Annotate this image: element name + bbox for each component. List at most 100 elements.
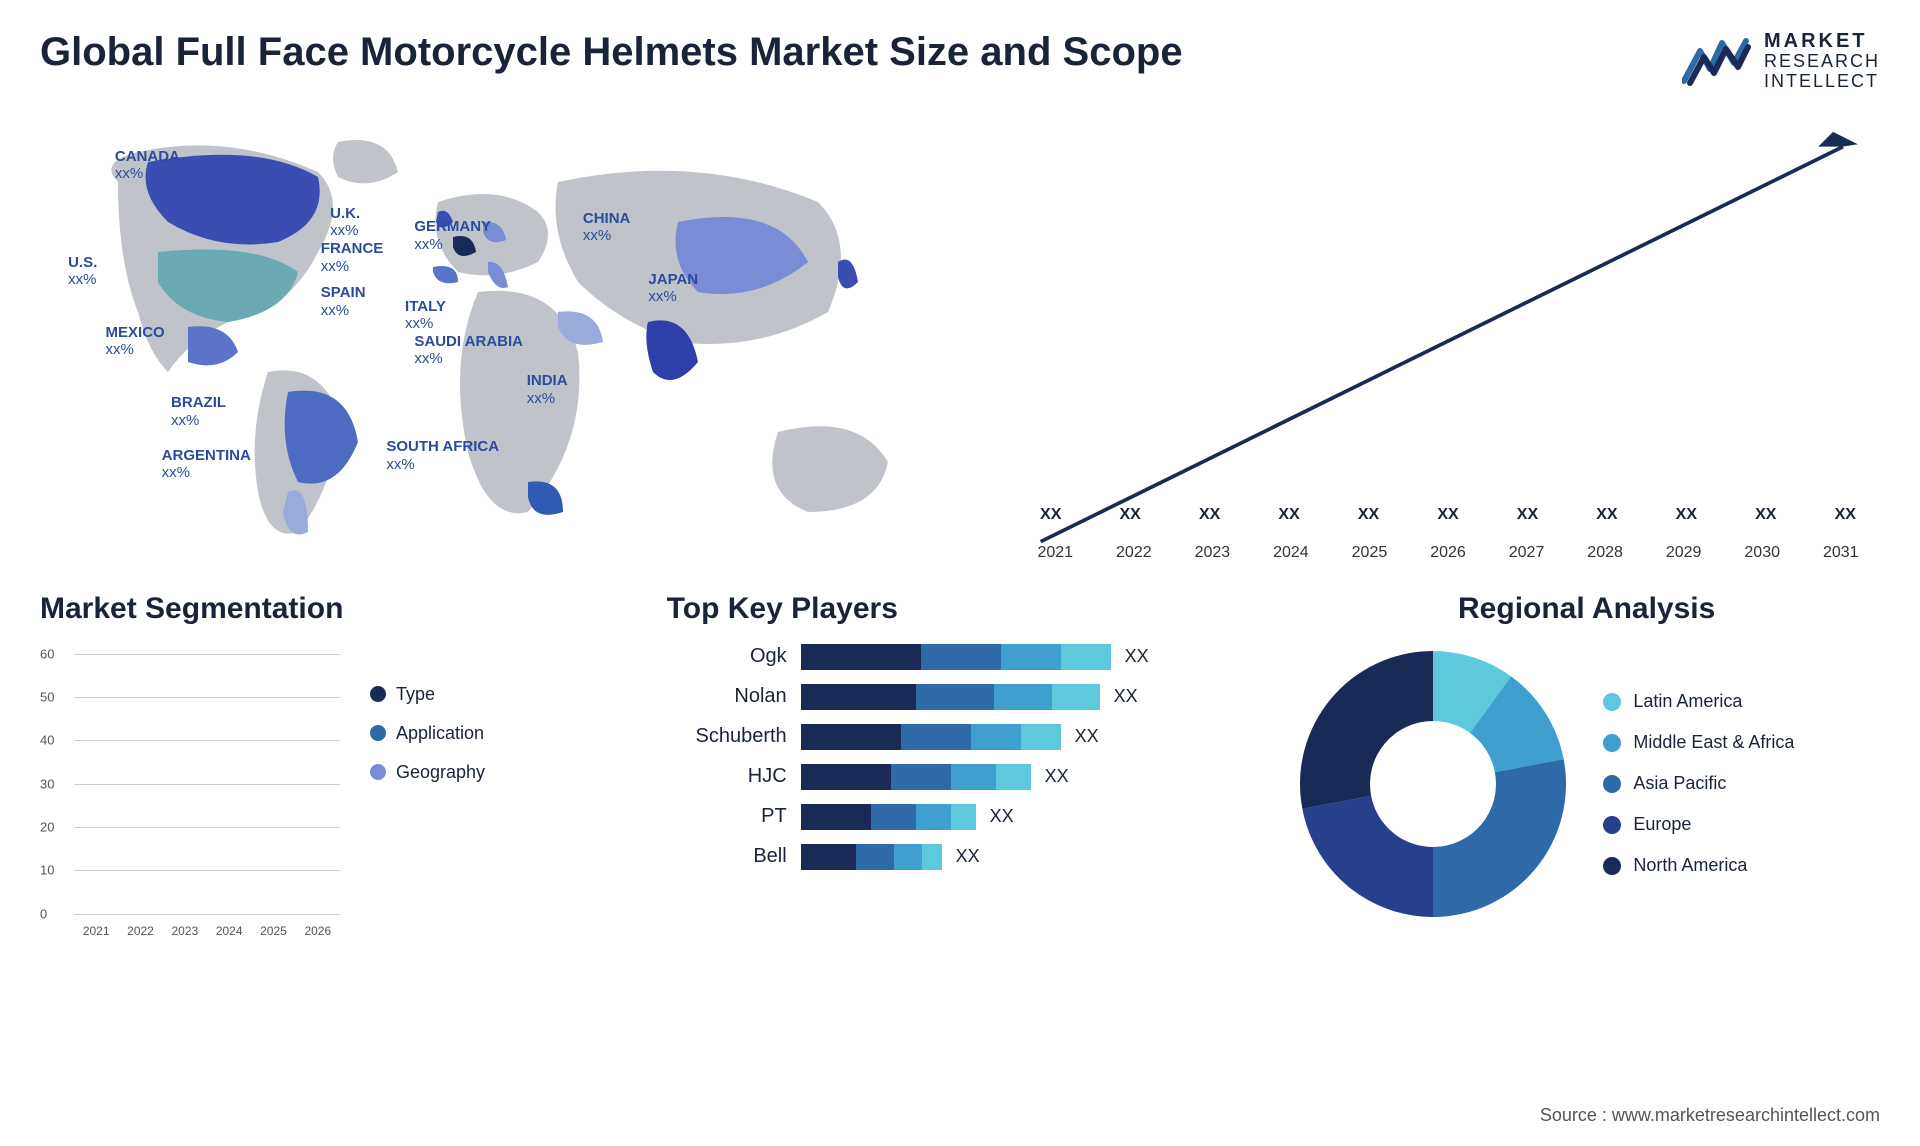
key-player-name: Ogk — [667, 645, 787, 668]
key-player-bar — [801, 764, 1031, 790]
map-label: BRAZILxx% — [171, 394, 226, 429]
growth-bar: XX — [1572, 506, 1641, 530]
seg-legend-item: Geography — [370, 762, 485, 783]
region-legend-item: Asia Pacific — [1603, 773, 1794, 794]
map-label: GERMANYxx% — [414, 218, 491, 253]
page-title: Global Full Face Motorcycle Helmets Mark… — [40, 30, 1183, 75]
growth-bar-label: XX — [1040, 506, 1061, 524]
key-players-chart: Ogk XX Nolan XX Schuberth XX HJC XX PT XX Bell XX — [667, 644, 1254, 870]
growth-bar-label: XX — [1755, 506, 1776, 524]
segmentation-legend: TypeApplicationGeography — [370, 644, 485, 944]
regional-donut-chart — [1293, 644, 1573, 924]
logo-icon — [1682, 33, 1752, 89]
brand-logo: MARKET RESEARCH INTELLECT — [1682, 30, 1880, 92]
growth-bar-label: XX — [1437, 506, 1458, 524]
growth-bar: XX — [1016, 506, 1085, 530]
growth-x-label: 2026 — [1409, 544, 1488, 562]
map-label: CANADAxx% — [115, 148, 180, 183]
key-player-bar — [801, 724, 1061, 750]
seg-x-label: 2023 — [163, 924, 207, 938]
growth-bar: XX — [1095, 506, 1164, 530]
key-players-title: Top Key Players — [667, 592, 1254, 626]
seg-y-tick: 50 — [40, 689, 54, 704]
key-player-value: XX — [956, 846, 980, 867]
seg-y-tick: 30 — [40, 776, 54, 791]
map-label: SAUDI ARABIAxx% — [414, 333, 523, 368]
key-player-value: XX — [1125, 646, 1149, 667]
key-player-value: XX — [1045, 766, 1069, 787]
seg-y-tick: 0 — [40, 906, 47, 921]
seg-y-tick: 60 — [40, 646, 54, 661]
growth-x-label: 2031 — [1801, 544, 1880, 562]
world-map-panel: CANADAxx% U.S.xx% MEXICOxx%BRAZILxx% ARGENT… — [40, 122, 976, 562]
seg-x-label: 2024 — [207, 924, 251, 938]
region-legend-item: Middle East & Africa — [1603, 732, 1794, 753]
seg-y-tick: 10 — [40, 863, 54, 878]
key-player-value: XX — [1114, 686, 1138, 707]
growth-bar: XX — [1493, 506, 1562, 530]
donut-slice — [1433, 759, 1566, 917]
map-label: ITALYxx% — [405, 298, 446, 333]
regional-panel: Regional Analysis Latin America Middle Ea… — [1293, 592, 1880, 944]
growth-bar: XX — [1254, 506, 1323, 530]
seg-x-label: 2025 — [251, 924, 295, 938]
seg-x-label: 2026 — [296, 924, 340, 938]
region-legend-item: Latin America — [1603, 691, 1794, 712]
growth-bar: XX — [1175, 506, 1244, 530]
source-label: Source : www.marketresearchintellect.com — [1540, 1105, 1880, 1126]
key-player-row: Nolan XX — [667, 684, 1254, 710]
growth-bar-label: XX — [1199, 506, 1220, 524]
key-players-panel: Top Key Players OgkXXNolanXXSchuberthXXH… — [667, 592, 1254, 944]
logo-text-1: MARKET — [1764, 30, 1880, 52]
key-player-value: XX — [990, 806, 1014, 827]
growth-bar-label: XX — [1835, 506, 1856, 524]
map-label: MEXICOxx% — [106, 324, 165, 359]
growth-bar: XX — [1811, 506, 1880, 530]
map-label: SPAINxx% — [321, 284, 366, 319]
growth-x-label: 2022 — [1095, 544, 1174, 562]
regional-title: Regional Analysis — [1293, 592, 1880, 626]
region-legend-item: Europe — [1603, 814, 1794, 835]
growth-bar-label: XX — [1596, 506, 1617, 524]
key-player-value: XX — [1075, 726, 1099, 747]
key-player-name: Nolan — [667, 685, 787, 708]
growth-bar: XX — [1652, 506, 1721, 530]
donut-slice — [1303, 795, 1434, 916]
key-player-name: PT — [667, 805, 787, 828]
map-label: U.K.xx% — [330, 205, 360, 240]
key-player-bar — [801, 804, 976, 830]
key-player-bar — [801, 844, 942, 870]
growth-bar-label: XX — [1120, 506, 1141, 524]
region-legend-item: North America — [1603, 855, 1794, 876]
donut-slice — [1300, 651, 1433, 809]
seg-legend-item: Application — [370, 723, 485, 744]
map-label: U.S.xx% — [68, 254, 97, 289]
seg-y-tick: 20 — [40, 819, 54, 834]
growth-bar-label: XX — [1676, 506, 1697, 524]
growth-bar: XX — [1413, 506, 1482, 530]
map-label: JAPANxx% — [648, 271, 698, 306]
growth-x-label: 2027 — [1487, 544, 1566, 562]
growth-bar: XX — [1731, 506, 1800, 530]
key-player-bar — [801, 644, 1111, 670]
key-player-row: Bell XX — [667, 844, 1254, 870]
growth-x-label: 2023 — [1173, 544, 1252, 562]
growth-bar: XX — [1334, 506, 1403, 530]
key-player-row: Schuberth XX — [667, 724, 1254, 750]
map-label: SOUTH AFRICAxx% — [386, 438, 499, 473]
key-player-name: HJC — [667, 765, 787, 788]
key-player-name: Bell — [667, 845, 787, 868]
segmentation-chart: 202120222023202420252026 0102030405060 — [40, 644, 340, 944]
key-player-row: HJC XX — [667, 764, 1254, 790]
key-player-row: PT XX — [667, 804, 1254, 830]
map-label: CHINAxx% — [583, 210, 631, 245]
key-player-name: Schuberth — [667, 725, 787, 748]
logo-text-2: RESEARCH — [1764, 52, 1880, 72]
map-label: INDIAxx% — [527, 372, 568, 407]
growth-bar-label: XX — [1358, 506, 1379, 524]
growth-x-label: 2024 — [1252, 544, 1331, 562]
key-player-row: Ogk XX — [667, 644, 1254, 670]
map-label: ARGENTINAxx% — [162, 447, 251, 482]
growth-bar-label: XX — [1278, 506, 1299, 524]
seg-x-label: 2022 — [118, 924, 162, 938]
